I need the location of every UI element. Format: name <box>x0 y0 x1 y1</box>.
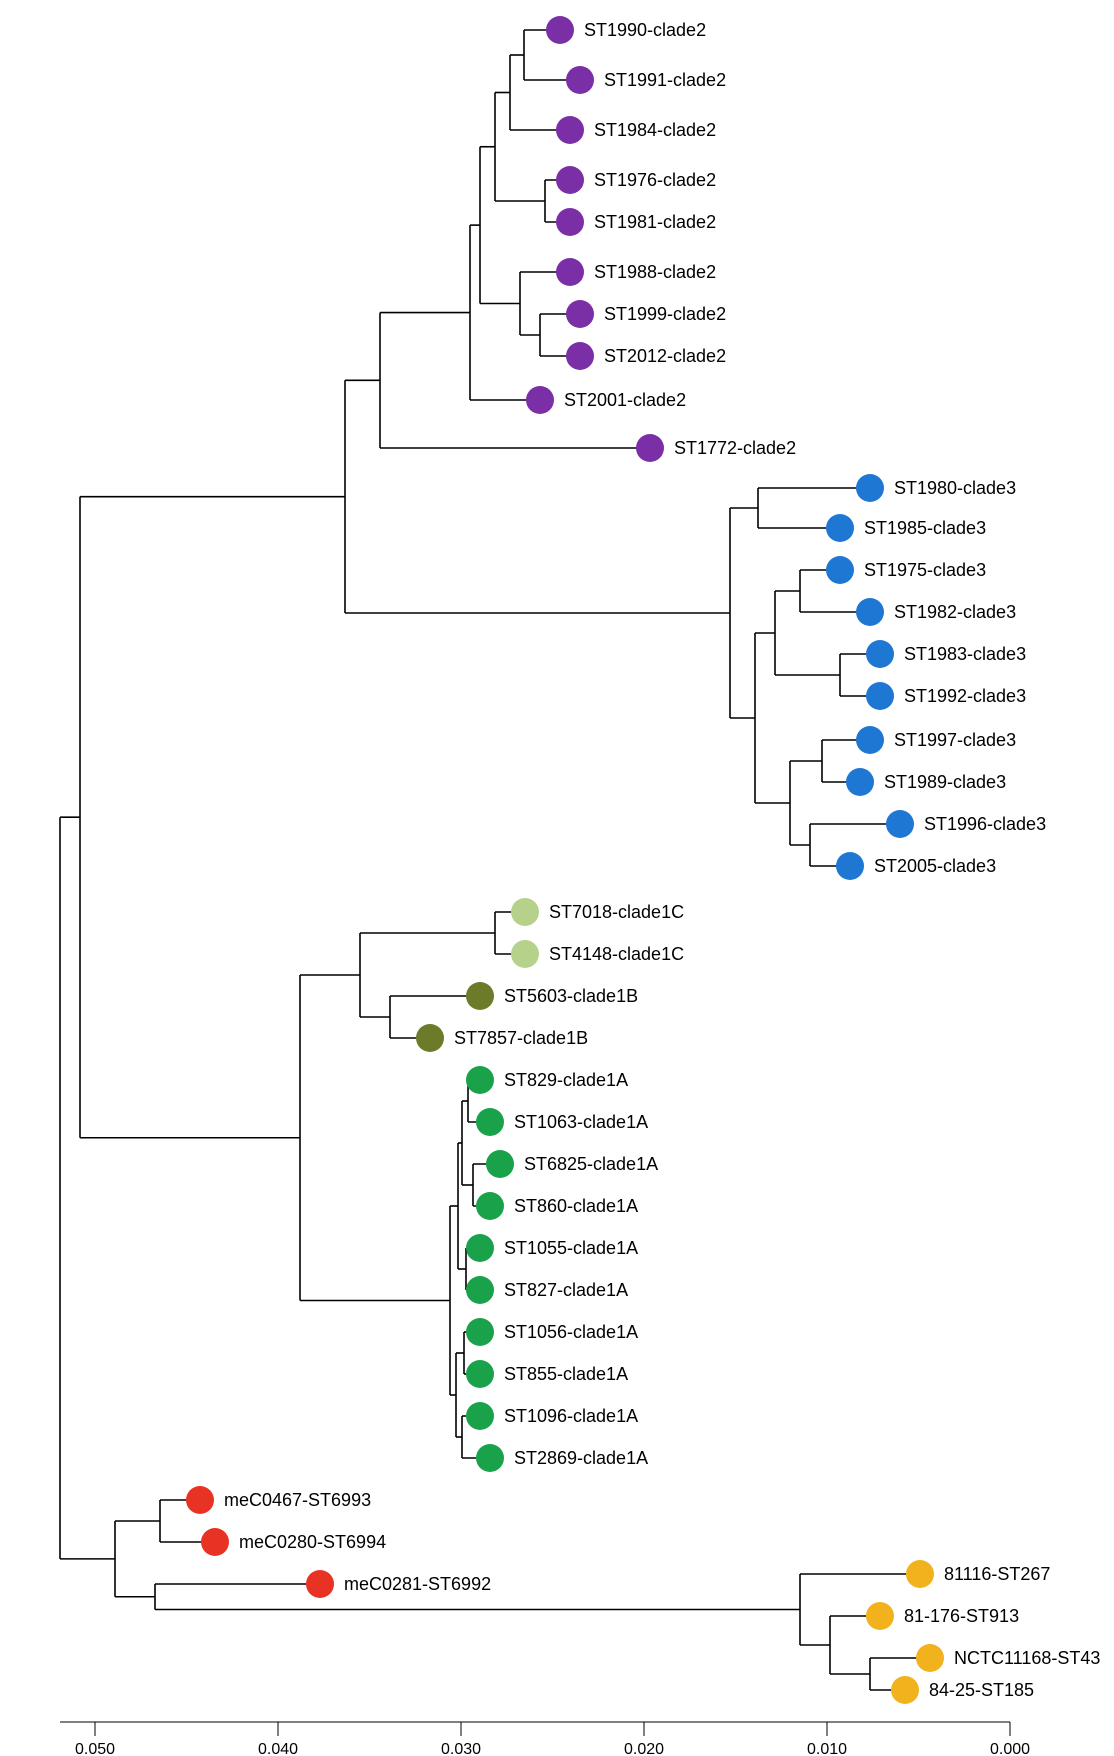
phylogenetic-tree: ST1990-clade2 ST1991-clade2 ST1984-clade2 S… <box>0 0 1114 1756</box>
tip-node <box>826 514 854 542</box>
tip-node <box>476 1108 504 1136</box>
tip-label: ST860-clade1A <box>514 1196 638 1216</box>
tip-node <box>476 1192 504 1220</box>
scale-tick-label: 0.020 <box>624 1741 664 1756</box>
tip-node <box>546 16 574 44</box>
tip-node <box>526 386 554 414</box>
tip-node <box>556 116 584 144</box>
tip-label: ST7857-clade1B <box>454 1028 588 1048</box>
tip-node <box>466 1318 494 1346</box>
tip-node <box>866 640 894 668</box>
scale-tick-label: 0.040 <box>258 1741 298 1756</box>
tip-node <box>556 208 584 236</box>
tip-node <box>891 1676 919 1704</box>
tip-label: NCTC11168-ST43 <box>954 1648 1100 1668</box>
tip-node <box>846 768 874 796</box>
tip-label: ST2001-clade2 <box>564 390 686 410</box>
tip-label: ST1983-clade3 <box>904 644 1026 664</box>
tip-label: ST2005-clade3 <box>874 856 996 876</box>
tip-label: meC0280-ST6994 <box>239 1532 386 1552</box>
tip-label: ST1985-clade3 <box>864 518 986 538</box>
tip-label: ST1988-clade2 <box>594 262 716 282</box>
tip-label: ST1991-clade2 <box>604 70 726 90</box>
tip-node <box>186 1486 214 1514</box>
tip-node <box>466 982 494 1010</box>
tip-label: ST1999-clade2 <box>604 304 726 324</box>
tip-label: ST1984-clade2 <box>594 120 716 140</box>
tip-node <box>856 598 884 626</box>
tip-label: ST7018-clade1C <box>549 902 684 922</box>
tip-node <box>906 1560 934 1588</box>
tip-node <box>886 810 914 838</box>
tip-node <box>466 1066 494 1094</box>
tip-node <box>856 474 884 502</box>
tip-label: ST1976-clade2 <box>594 170 716 190</box>
tip-node <box>566 300 594 328</box>
tip-label: ST1982-clade3 <box>894 602 1016 622</box>
tip-node <box>476 1444 504 1472</box>
tip-node <box>556 166 584 194</box>
scale-tick-label: 0.050 <box>75 1741 115 1756</box>
tip-node <box>511 940 539 968</box>
tip-label: ST829-clade1A <box>504 1070 628 1090</box>
tip-label: ST1772-clade2 <box>674 438 796 458</box>
tip-label: ST1996-clade3 <box>924 814 1046 834</box>
tip-node <box>306 1570 334 1598</box>
tip-label: ST1055-clade1A <box>504 1238 638 1258</box>
tip-label: 84-25-ST185 <box>929 1680 1034 1700</box>
scale-tick-label: 0.000 <box>990 1741 1030 1756</box>
chart-background <box>0 0 1114 1756</box>
tip-node <box>566 66 594 94</box>
tip-label: ST855-clade1A <box>504 1364 628 1384</box>
tip-label: ST1981-clade2 <box>594 212 716 232</box>
tip-label: 81116-ST267 <box>944 1564 1050 1584</box>
tip-label: ST1063-clade1A <box>514 1112 648 1132</box>
tip-node <box>466 1234 494 1262</box>
tip-node <box>466 1360 494 1388</box>
tip-label: ST1096-clade1A <box>504 1406 638 1426</box>
tip-node <box>466 1276 494 1304</box>
tip-node <box>466 1402 494 1430</box>
tip-node <box>566 342 594 370</box>
tip-node <box>836 852 864 880</box>
tip-label: ST827-clade1A <box>504 1280 628 1300</box>
tip-node <box>416 1024 444 1052</box>
scale-tick-label: 0.010 <box>807 1741 847 1756</box>
tip-label: ST2012-clade2 <box>604 346 726 366</box>
tip-node <box>486 1150 514 1178</box>
tip-label: ST6825-clade1A <box>524 1154 658 1174</box>
tip-label: ST5603-clade1B <box>504 986 638 1006</box>
tip-label: ST1992-clade3 <box>904 686 1026 706</box>
tip-node <box>511 898 539 926</box>
scale-tick-label: 0.030 <box>441 1741 481 1756</box>
tip-label: ST1056-clade1A <box>504 1322 638 1342</box>
tip-node <box>556 258 584 286</box>
tip-node <box>636 434 664 462</box>
tip-node <box>916 1644 944 1672</box>
tip-label: ST4148-clade1C <box>549 944 684 964</box>
tip-node <box>856 726 884 754</box>
tip-label: meC0467-ST6993 <box>224 1490 371 1510</box>
tip-label: 81-176-ST913 <box>904 1606 1019 1626</box>
tip-label: ST1997-clade3 <box>894 730 1016 750</box>
tip-node <box>826 556 854 584</box>
tip-label: ST1975-clade3 <box>864 560 986 580</box>
tip-node <box>866 1602 894 1630</box>
tip-label: ST1989-clade3 <box>884 772 1006 792</box>
tip-label: ST2869-clade1A <box>514 1448 648 1468</box>
tip-label: ST1980-clade3 <box>894 478 1016 498</box>
tip-node <box>866 682 894 710</box>
tip-node <box>201 1528 229 1556</box>
tip-label: meC0281-ST6992 <box>344 1574 491 1594</box>
tip-label: ST1990-clade2 <box>584 20 706 40</box>
